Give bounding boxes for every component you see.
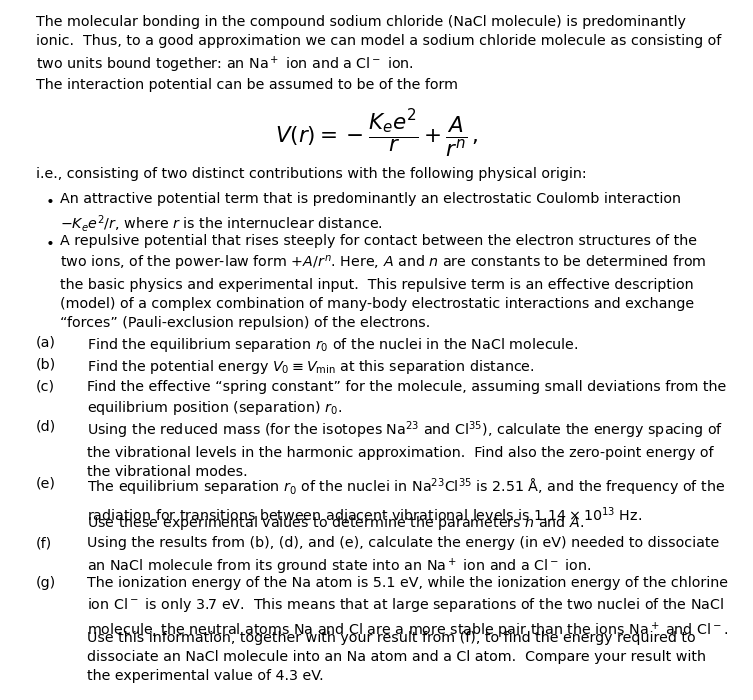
Text: Find the potential energy $V_0 \equiv V_{\rm min}$ at this separation distance.: Find the potential energy $V_0 \equiv V_… [87, 358, 534, 376]
Text: Using the results from (b), (d), and (e), calculate the energy (in eV) needed to: Using the results from (b), (d), and (e)… [87, 536, 719, 578]
Text: The ionization energy of the Na atom is 5.1 eV, while the ionization energy of t: The ionization energy of the Na atom is … [87, 576, 728, 641]
Text: (e): (e) [36, 477, 56, 491]
Text: The interaction potential can be assumed to be of the form: The interaction potential can be assumed… [36, 78, 458, 92]
Text: (b): (b) [36, 358, 56, 372]
Text: (a): (a) [36, 336, 56, 350]
Text: Using the reduced mass (for the isotopes Na$^{23}$ and Cl$^{35}$), calculate the: Using the reduced mass (for the isotopes… [87, 419, 723, 479]
Text: i.e., consisting of two distinct contributions with the following physical origi: i.e., consisting of two distinct contrib… [36, 167, 587, 181]
Text: (g): (g) [36, 576, 56, 590]
Text: Use this information, together with your result from (f), to find the energy req: Use this information, together with your… [87, 631, 706, 683]
Text: $\bullet$: $\bullet$ [45, 234, 53, 248]
Text: A repulsive potential that rises steeply for contact between the electron struct: A repulsive potential that rises steeply… [60, 234, 707, 330]
Text: $\bullet$: $\bullet$ [45, 192, 53, 206]
Text: $V(r) = -\dfrac{K_e e^2}{r} + \dfrac{A}{r^n}\,,$: $V(r) = -\dfrac{K_e e^2}{r} + \dfrac{A}{… [275, 108, 478, 160]
Text: Use these experimental values to determine the parameters $n$ and $A$.: Use these experimental values to determi… [87, 514, 584, 533]
Text: (c): (c) [36, 379, 55, 393]
Text: An attractive potential term that is predominantly an electrostatic Coulomb inte: An attractive potential term that is pre… [60, 192, 681, 234]
Text: (f): (f) [36, 536, 53, 550]
Text: The molecular bonding in the compound sodium chloride (NaCl molecule) is predomi: The molecular bonding in the compound so… [36, 15, 721, 75]
Text: Find the equilibrium separation $r_0$ of the nuclei in the NaCl molecule.: Find the equilibrium separation $r_0$ of… [87, 336, 578, 354]
Text: (d): (d) [36, 419, 56, 433]
Text: The equilibrium separation $r_0$ of the nuclei in Na$^{23}$Cl$^{35}$ is 2.51 Å, : The equilibrium separation $r_0$ of the … [87, 477, 724, 526]
Text: Find the effective “spring constant” for the molecule, assuming small deviations: Find the effective “spring constant” for… [87, 379, 726, 417]
